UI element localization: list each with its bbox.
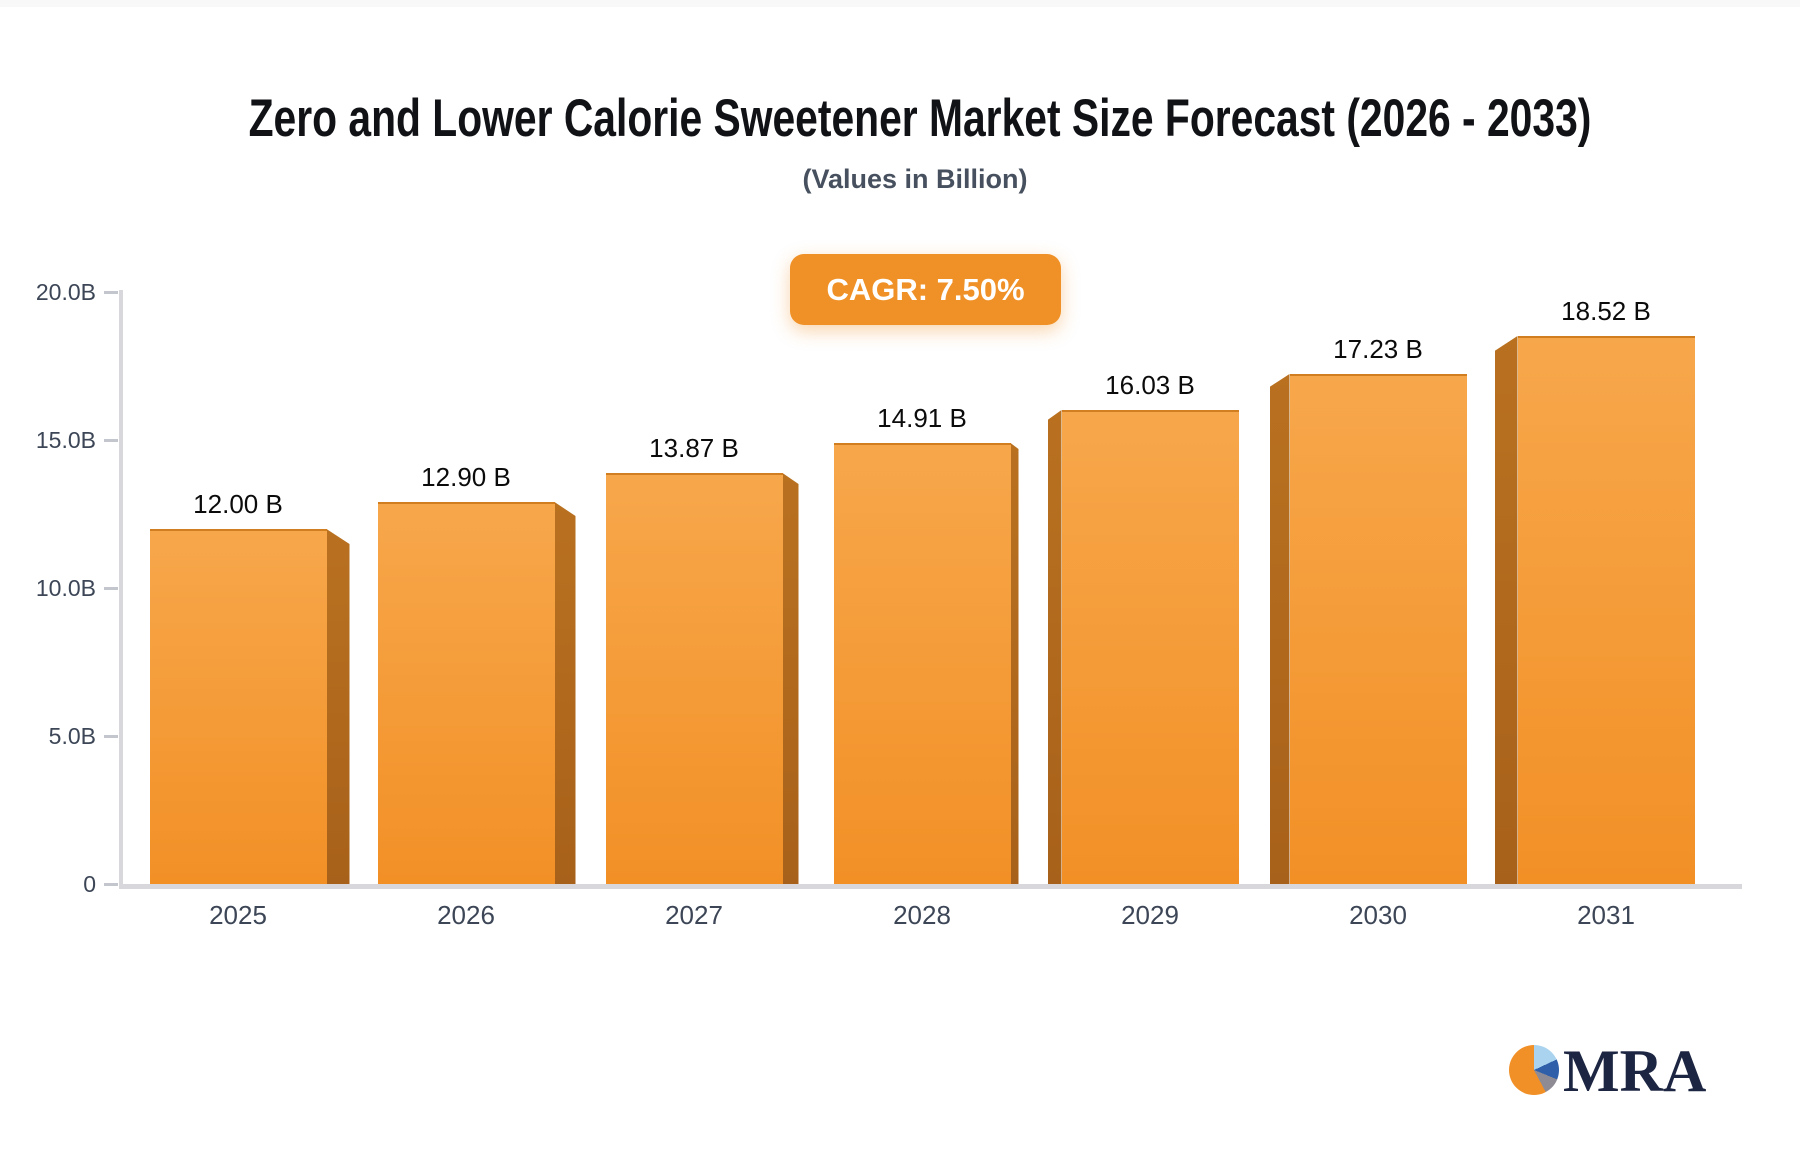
y-axis-tick (104, 586, 118, 590)
bar-2028 (833, 443, 1011, 884)
bar-value-label: 17.23 B (1333, 334, 1423, 364)
y-axis-tick-label: 5.0B (48, 723, 96, 749)
bar-2029 (1061, 410, 1239, 884)
bar-value-label: 18.52 B (1561, 296, 1651, 326)
x-axis-line (119, 884, 1742, 889)
bar-value-label: 12.90 B (421, 462, 511, 492)
y-axis-tick-label: 15.0B (35, 427, 96, 453)
bar-2030 (1289, 374, 1467, 884)
y-axis-tick (104, 882, 118, 886)
y-axis-tick (104, 438, 118, 442)
x-axis-label: 2029 (1121, 900, 1179, 930)
y-axis-line (119, 290, 123, 889)
chart-title: Zero and Lower Calorie Sweetener Market … (248, 89, 1592, 148)
bar-side-3d (1269, 374, 1290, 884)
x-axis-label: 2027 (665, 900, 723, 930)
bar-2025 (149, 529, 327, 884)
cagr-badge-label: CAGR: 7.50% (826, 271, 1025, 307)
bar-2026 (377, 502, 555, 884)
cagr-badge: CAGR: 7.50% (790, 254, 1061, 325)
bar-2027 (605, 473, 783, 884)
bar-side-3d (1010, 443, 1019, 884)
bar-value-label: 12.00 B (193, 489, 283, 519)
chart-subtitle: (Values in Billion) (802, 164, 1028, 194)
x-axis-label: 2028 (893, 900, 951, 930)
bar-side-3d (782, 473, 799, 884)
y-axis-tick-label: 10.0B (35, 575, 96, 601)
bar-side-3d (326, 529, 350, 884)
bar-value-label: 13.87 B (649, 433, 739, 463)
bar-side-3d (554, 502, 576, 884)
x-axis-label: 2025 (209, 900, 267, 930)
y-axis-tick (104, 290, 118, 294)
brand-logo-text: MRA (1563, 1038, 1707, 1104)
x-axis-label: 2030 (1349, 900, 1407, 930)
bar-value-label: 14.91 B (877, 403, 967, 433)
x-axis-label: 2031 (1577, 900, 1635, 930)
bar-2031 (1517, 336, 1695, 884)
bar-side-3d (1494, 336, 1518, 884)
y-axis-tick-label: 20.0B (35, 279, 96, 305)
pie-logo-icon (1509, 1045, 1559, 1095)
bar-value-label: 16.03 B (1105, 370, 1195, 400)
y-axis-tick-label: 0 (83, 871, 96, 897)
x-axis-label: 2026 (437, 900, 495, 930)
top-edge-divider (0, 0, 1800, 7)
brand-logo: MRA (1509, 1038, 1729, 1108)
y-axis-tick (104, 734, 118, 738)
bar-side-3d (1047, 410, 1062, 884)
